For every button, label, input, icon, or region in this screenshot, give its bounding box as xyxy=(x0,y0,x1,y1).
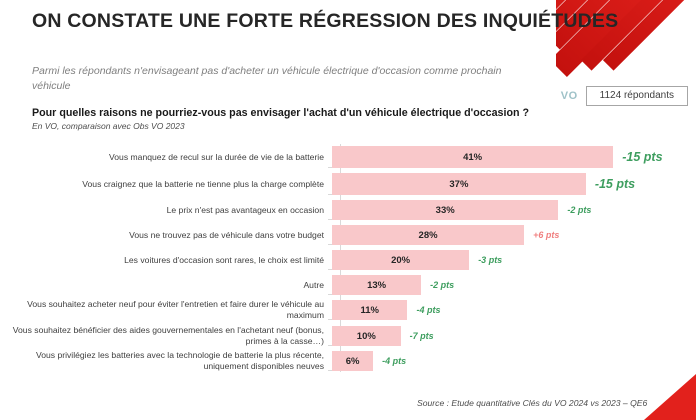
axis-tick xyxy=(328,269,332,270)
chart-delta-annotation: -15 pts xyxy=(622,150,663,164)
chart-row-bar-area: 10% -7 pts xyxy=(328,326,696,346)
chart-bar-value: 6% xyxy=(345,355,360,367)
chart-row: Vous souhaitez acheter neuf pour éviter … xyxy=(0,299,696,320)
intro-description: Parmi les répondants n'envisageant pas d… xyxy=(32,65,502,93)
chart-row-label: Vous privilégiez les batteries avec la t… xyxy=(35,350,324,371)
chart-delta-annotation: -3 pts xyxy=(478,255,503,265)
chart-delta-annotation: -15 pts xyxy=(594,177,636,191)
page-title: ON CONSTATE UNE FORTE RÉGRESSION DES INQ… xyxy=(32,10,619,32)
axis-tick xyxy=(328,345,332,346)
chart-row: Vous manquez de recul sur la durée de vi… xyxy=(0,146,696,168)
chart-row-label: Les voitures d'occasion sont rares, le c… xyxy=(124,254,324,265)
chart-bar-value: 20% xyxy=(391,254,411,266)
chart-row-label: Vous ne trouvez pas de véhicule dans vot… xyxy=(129,229,324,240)
chart-row: Le prix n'est pas avantageux en occasion… xyxy=(0,200,696,220)
corner-triangle-decoration xyxy=(644,374,696,420)
chart-row-bar-area: 33% -2 pts xyxy=(328,200,696,220)
vo-label: VO xyxy=(560,90,578,102)
chart-bar-value: 33% xyxy=(435,204,455,216)
chart-row: Les voitures d'occasion sont rares, le c… xyxy=(0,250,696,270)
chart-row-bar-area: 6% -4 pts xyxy=(328,351,696,371)
chart-row-label: Vous souhaitez bénéficier des aides gouv… xyxy=(12,325,324,346)
chart-bar: 20% xyxy=(332,250,470,270)
chart-bar-value: 10% xyxy=(356,330,376,342)
chart-row-bar-area: 28% +6 pts xyxy=(328,225,696,245)
chart-bar: 13% xyxy=(332,275,422,295)
chart-bar: 6% xyxy=(332,351,374,371)
chart-bar: 37% xyxy=(332,173,586,195)
chart-row: Vous ne trouvez pas de véhicule dans vot… xyxy=(0,225,696,245)
chart-bar-value: 41% xyxy=(463,151,483,163)
axis-tick xyxy=(328,370,332,371)
axis-tick xyxy=(328,319,332,320)
chart-bar: 28% xyxy=(332,225,525,245)
chart-bar-value: 13% xyxy=(367,279,387,291)
chart-delta-annotation: -2 pts xyxy=(567,205,592,215)
chart-row-label: Vous souhaitez acheter neuf pour éviter … xyxy=(27,299,324,320)
source-footnote: Source : Etude quantitative Clés du VO 2… xyxy=(417,398,648,408)
chart-row: Autre 13% -2 pts xyxy=(0,275,696,295)
chart-bar: 11% xyxy=(332,300,408,320)
chart-row-bar-area: 20% -3 pts xyxy=(328,250,696,270)
chart-delta-annotation: -4 pts xyxy=(416,305,441,315)
chart-bar-value: 37% xyxy=(449,178,469,190)
question-title: Pour quelles raisons ne pourriez-vous pa… xyxy=(32,107,530,119)
axis-tick xyxy=(328,219,332,220)
chart-row-label: Vous manquez de recul sur la durée de vi… xyxy=(109,151,324,162)
respondents-count-box: 1124 répondants xyxy=(585,86,688,106)
chart-row: Vous souhaitez bénéficier des aides gouv… xyxy=(0,325,696,346)
chart-row-bar-area: 37% -15 pts xyxy=(328,173,696,195)
axis-tick xyxy=(328,194,332,195)
chart-row-label: Autre xyxy=(303,279,324,290)
chart-bar-value: 28% xyxy=(418,229,438,241)
horizontal-bar-chart: Vous manquez de recul sur la durée de vi… xyxy=(0,140,696,380)
axis-tick xyxy=(328,294,332,295)
chart-delta-annotation: +6 pts xyxy=(533,230,560,240)
chart-row-label: Le prix n'est pas avantageux en occasion xyxy=(166,204,324,215)
chart-delta-annotation: -7 pts xyxy=(409,331,434,341)
chart-delta-annotation: -4 pts xyxy=(382,356,407,366)
chart-row-bar-area: 41% -15 pts xyxy=(328,146,696,168)
axis-tick xyxy=(328,167,332,168)
vo-badge-group: VO 1124 répondants xyxy=(561,86,688,106)
chart-row-bar-area: 13% -2 pts xyxy=(328,275,696,295)
chart-row: Vous craignez que la batterie ne tienne … xyxy=(0,173,696,195)
axis-tick xyxy=(328,244,332,245)
chart-bar-value: 11% xyxy=(360,304,379,316)
chart-row-label: Vous craignez que la batterie ne tienne … xyxy=(82,178,324,189)
chart-bar: 33% xyxy=(332,200,559,220)
chart-bar: 41% xyxy=(332,146,614,168)
chart-row-bar-area: 11% -4 pts xyxy=(328,300,696,320)
chart-row: Vous privilégiez les batteries avec la t… xyxy=(0,350,696,371)
question-subtitle: En VO, comparaison avec Obs VO 2023 xyxy=(32,121,185,131)
chart-delta-annotation: -2 pts xyxy=(430,280,455,290)
chart-bar: 10% xyxy=(332,326,401,346)
